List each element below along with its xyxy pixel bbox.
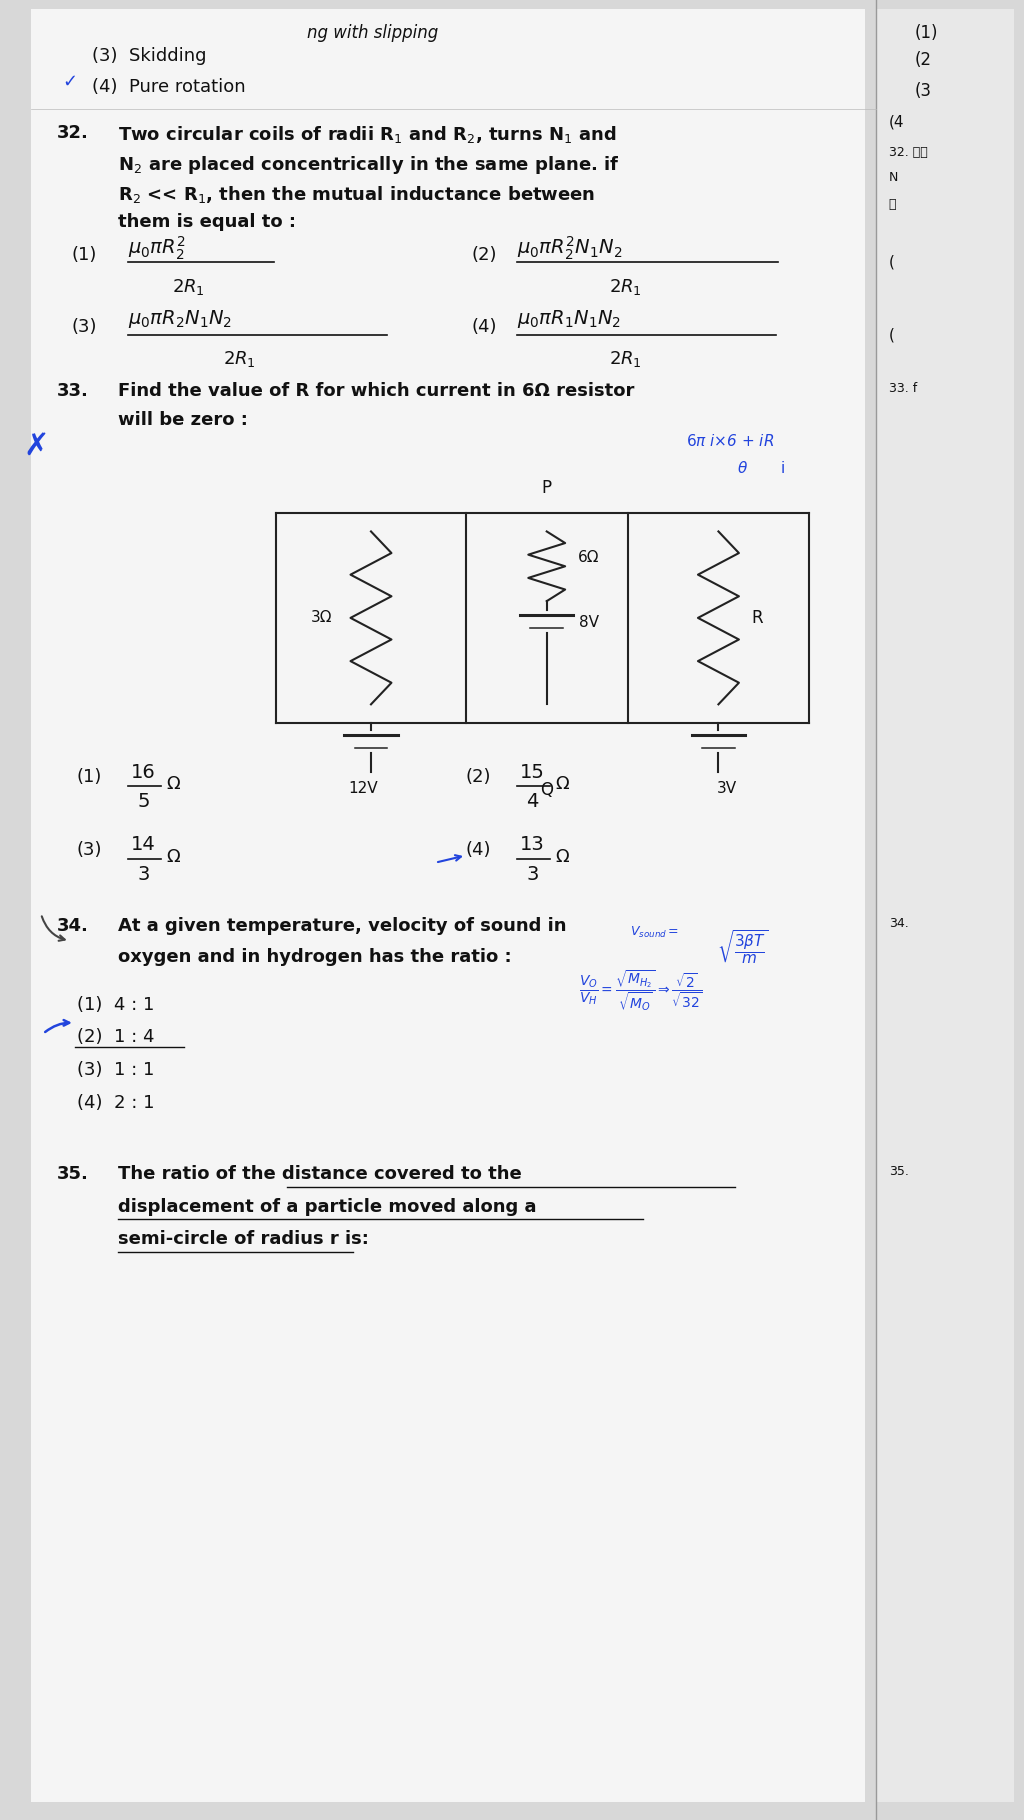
Text: (4)  Pure rotation: (4) Pure rotation	[92, 78, 246, 96]
Text: ng with slipping: ng with slipping	[307, 24, 438, 42]
Text: $2R_1$: $2R_1$	[609, 349, 642, 369]
Text: (3: (3	[914, 82, 932, 100]
Text: 16: 16	[131, 763, 156, 781]
Text: 35.: 35.	[889, 1165, 908, 1178]
Text: Q: Q	[541, 781, 553, 799]
Text: इ: इ	[889, 198, 896, 211]
Text: $V_{sound}=$: $V_{sound}=$	[630, 925, 679, 939]
Text: ✗: ✗	[24, 431, 48, 460]
Text: will be zero :: will be zero :	[118, 411, 248, 430]
Text: Ω: Ω	[166, 848, 179, 866]
Text: 13: 13	[520, 835, 545, 854]
Text: 3: 3	[526, 864, 539, 883]
Text: 5: 5	[137, 792, 150, 810]
Text: Ω: Ω	[166, 775, 179, 794]
Text: $2R_1$: $2R_1$	[223, 349, 256, 369]
Text: At a given temperature, velocity of sound in: At a given temperature, velocity of soun…	[118, 917, 566, 935]
Text: (1): (1)	[914, 24, 938, 42]
Text: (1): (1)	[72, 246, 97, 264]
Text: $2R_1$: $2R_1$	[609, 277, 642, 297]
Text: $\dfrac{V_O}{V_H} = \dfrac{\sqrt{M_{H_2}}}{\sqrt{M_O}} \Rightarrow \dfrac{\sqrt{: $\dfrac{V_O}{V_H} = \dfrac{\sqrt{M_{H_2}…	[579, 968, 702, 1014]
Text: 6Ω: 6Ω	[578, 550, 599, 564]
FancyBboxPatch shape	[876, 9, 1014, 1802]
Text: (2): (2)	[466, 768, 492, 786]
Text: $2R_1$: $2R_1$	[172, 277, 205, 297]
Text: R: R	[752, 610, 763, 626]
Text: $\sqrt{\dfrac{3\beta T}{m}}$: $\sqrt{\dfrac{3\beta T}{m}}$	[717, 928, 768, 966]
Text: (3)  1 : 1: (3) 1 : 1	[77, 1061, 155, 1079]
Text: Ω: Ω	[555, 775, 568, 794]
Text: $\mu_0\pi R_2 N_1 N_2$: $\mu_0\pi R_2 N_1 N_2$	[128, 308, 232, 329]
Text: (4): (4)	[471, 318, 497, 337]
Text: (4): (4)	[466, 841, 492, 859]
Text: P: P	[542, 479, 552, 497]
Text: 4: 4	[526, 792, 539, 810]
Text: (1): (1)	[77, 768, 102, 786]
Text: (4)  2 : 1: (4) 2 : 1	[77, 1094, 155, 1112]
Text: (3): (3)	[72, 318, 97, 337]
Text: 15: 15	[520, 763, 545, 781]
Text: $\theta$       i: $\theta$ i	[737, 460, 785, 477]
Text: 3V: 3V	[717, 781, 736, 795]
FancyBboxPatch shape	[31, 9, 865, 1802]
Text: (2): (2)	[471, 246, 497, 264]
Text: 14: 14	[131, 835, 156, 854]
Text: 8V: 8V	[580, 615, 599, 630]
Text: (2)  1 : 4: (2) 1 : 4	[77, 1028, 155, 1046]
Text: The ratio of the distance covered to the: The ratio of the distance covered to the	[118, 1165, 521, 1183]
Text: 3: 3	[137, 864, 150, 883]
Text: Two circular coils of radii R$_1$ and R$_2$, turns N$_1$ and
N$_2$ are placed co: Two circular coils of radii R$_1$ and R$…	[118, 124, 620, 231]
Text: 32. दो: 32. दो	[889, 146, 928, 158]
Text: 34.: 34.	[56, 917, 88, 935]
Text: (4: (4	[889, 115, 904, 129]
Text: 33. f: 33. f	[889, 382, 918, 395]
Text: displacement of a particle moved along a: displacement of a particle moved along a	[118, 1198, 537, 1216]
Text: (2: (2	[914, 51, 932, 69]
Text: Find the value of R for which current in 6Ω resistor: Find the value of R for which current in…	[118, 382, 634, 400]
Text: ✓: ✓	[62, 73, 78, 91]
Text: 3Ω: 3Ω	[310, 610, 332, 626]
Text: (1)  4 : 1: (1) 4 : 1	[77, 996, 155, 1014]
Text: $\mu_0\pi R_1 N_1 N_2$: $\mu_0\pi R_1 N_1 N_2$	[517, 308, 622, 329]
Text: 34.: 34.	[889, 917, 908, 930]
Text: (: (	[889, 255, 895, 269]
Text: $\mu_0\pi R_2^2 N_1 N_2$: $\mu_0\pi R_2^2 N_1 N_2$	[517, 235, 623, 262]
Text: $6\pi$ i$\times$6 + iR: $6\pi$ i$\times$6 + iR	[686, 433, 774, 450]
Text: (: (	[889, 328, 895, 342]
Text: oxygen and in hydrogen has the ratio :: oxygen and in hydrogen has the ratio :	[118, 948, 511, 966]
Text: (3)  Skidding: (3) Skidding	[92, 47, 207, 66]
Text: 33.: 33.	[56, 382, 88, 400]
Text: 35.: 35.	[56, 1165, 88, 1183]
Text: N: N	[889, 171, 898, 184]
Text: (3): (3)	[77, 841, 102, 859]
Text: 32.: 32.	[56, 124, 88, 142]
Text: 12V: 12V	[348, 781, 378, 795]
Text: semi-circle of radius r is:: semi-circle of radius r is:	[118, 1230, 369, 1249]
Text: $\mu_0\pi R_2^2$: $\mu_0\pi R_2^2$	[128, 235, 185, 262]
Text: Ω: Ω	[555, 848, 568, 866]
